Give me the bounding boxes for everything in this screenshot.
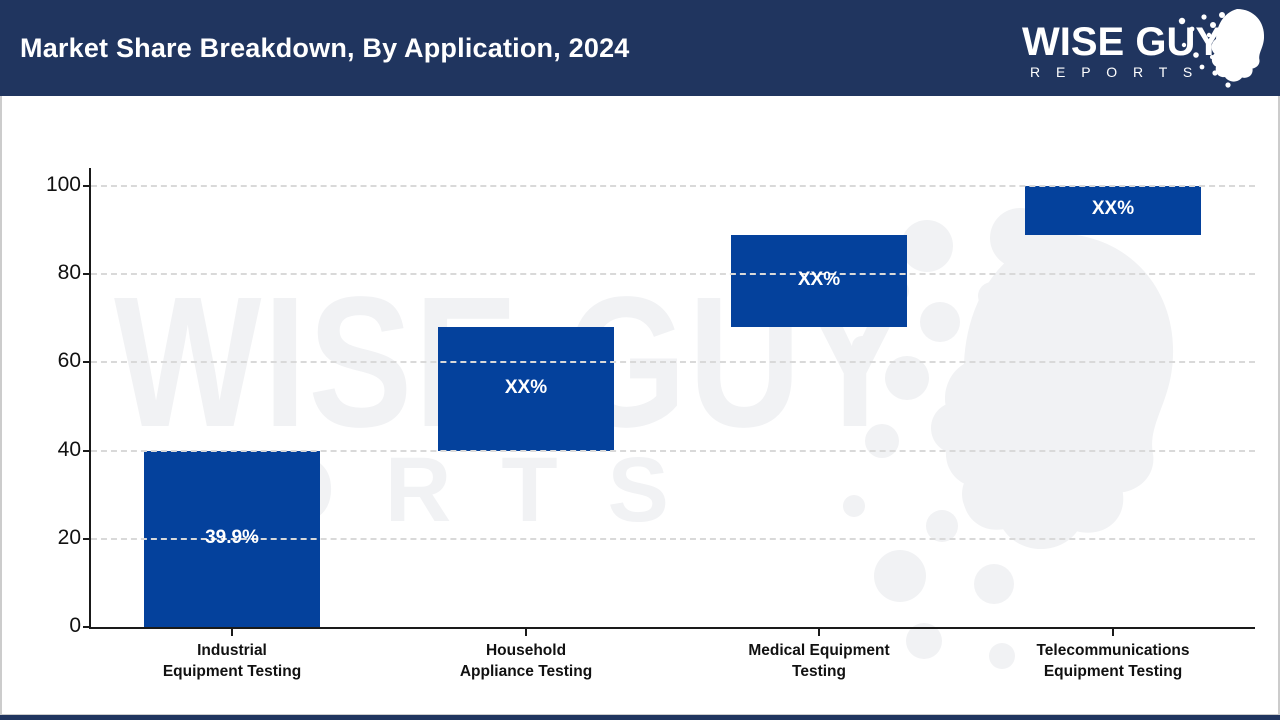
category-label-line: Equipment Testing — [1043, 663, 1183, 680]
category-label: Telecommunications Equipment Testing — [978, 640, 1248, 682]
brand-logo: WISE GUY R E P O R T S — [1016, 5, 1266, 91]
category-label-line: Testing — [792, 663, 846, 680]
page-title: Market Share Breakdown, By Application, … — [20, 32, 630, 63]
bar — [731, 234, 907, 328]
head-profile-icon — [1211, 9, 1265, 88]
category-label-line: Household — [485, 642, 567, 659]
header-bar: Market Share Breakdown, By Application, … — [0, 0, 1280, 96]
x-tick-mark — [231, 629, 233, 636]
gridline — [91, 537, 1255, 540]
y-tick-mark — [83, 273, 90, 276]
y-tick-mark — [83, 185, 90, 187]
x-axis-line — [89, 627, 1255, 629]
y-tick-label: 80 — [57, 261, 81, 285]
y-tick-label: 40 — [57, 437, 81, 461]
logo-subtitle: R E P O R T S — [1030, 64, 1198, 80]
bar-value-label: XX% — [1091, 198, 1135, 220]
footer-accent-bar — [0, 715, 1280, 720]
chart-canvas: WISE GUY PORTS 0 20 40 60 80 100 39.9% XX% XX% XX… — [0, 96, 1280, 716]
category-label-line: Industrial — [197, 642, 267, 659]
x-tick-mark — [525, 629, 527, 636]
category-label-line: Equipment Testing — [162, 663, 302, 680]
bar-value-label: XX% — [504, 377, 548, 399]
category-label: Medical Equipment Testing — [684, 640, 954, 682]
category-label-line: Telecommunications — [1036, 642, 1190, 659]
category-label: Industrial Equipment Testing — [97, 640, 367, 682]
category-label: Household Appliance Testing — [391, 640, 661, 682]
y-axis-line — [89, 168, 91, 629]
y-tick-mark — [83, 537, 90, 540]
bar-value-label: XX% — [797, 268, 841, 290]
x-tick-mark — [818, 629, 820, 636]
y-tick-label: 100 — [45, 173, 81, 196]
y-tick-label: 60 — [57, 349, 81, 373]
x-tick-mark — [1112, 629, 1114, 636]
gridline — [91, 185, 1255, 187]
bar — [438, 327, 614, 452]
gridline — [91, 361, 1255, 364]
bar-value-label: 39.9% — [205, 527, 259, 549]
category-label-line: Medical Equipment — [748, 642, 890, 659]
category-label-line: Appliance Testing — [459, 663, 593, 680]
bar — [1025, 186, 1201, 235]
y-tick-mark — [83, 449, 90, 452]
logo-wordmark: WISE GUY — [1022, 20, 1222, 64]
y-tick-mark — [83, 361, 90, 364]
y-tick-mark — [83, 626, 90, 628]
y-tick-label: 0 — [69, 614, 81, 637]
wise-guy-logo-graphic: WISE GUY R E P O R T S — [1022, 9, 1265, 88]
gridline — [91, 273, 1255, 276]
y-tick-label: 20 — [57, 525, 81, 549]
gridline — [91, 449, 1255, 452]
